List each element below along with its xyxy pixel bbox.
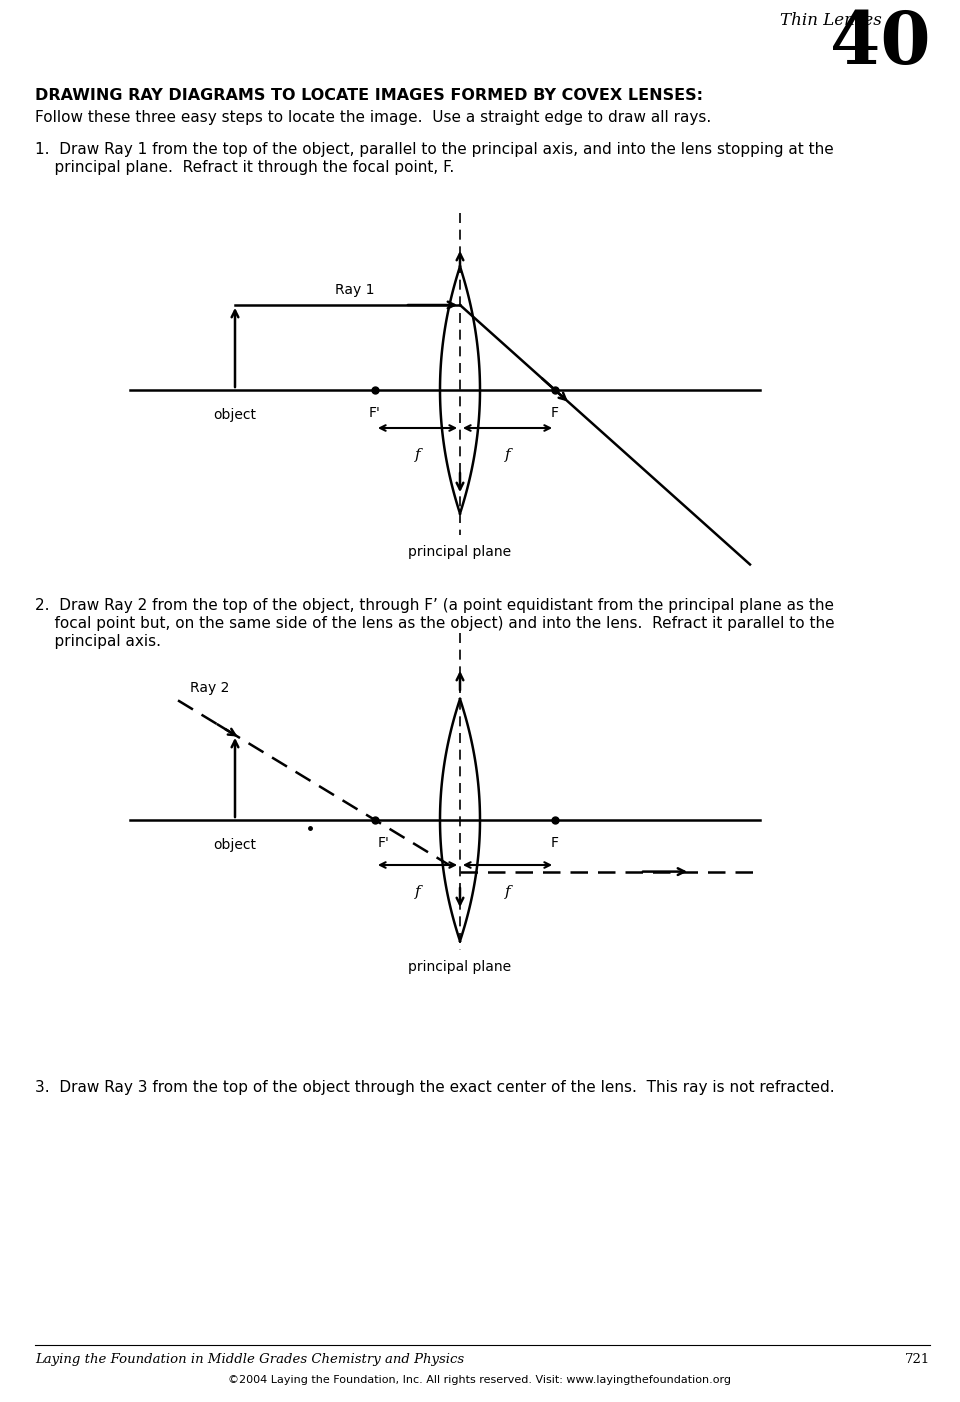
Text: f: f xyxy=(505,885,511,899)
Text: 40: 40 xyxy=(829,8,930,79)
Text: f: f xyxy=(415,885,420,899)
Text: f: f xyxy=(415,449,420,463)
Text: Laying the Foundation in Middle Grades Chemistry and Physics: Laying the Foundation in Middle Grades C… xyxy=(35,1353,464,1366)
Text: F': F' xyxy=(378,836,390,850)
Text: F: F xyxy=(551,407,559,421)
Text: 3.  Draw Ray 3 from the top of the object through the exact center of the lens. : 3. Draw Ray 3 from the top of the object… xyxy=(35,1080,834,1095)
Text: 1.  Draw Ray 1 from the top of the object, parallel to the principal axis, and i: 1. Draw Ray 1 from the top of the object… xyxy=(35,142,833,157)
Text: F': F' xyxy=(369,407,381,421)
Text: principal plane: principal plane xyxy=(408,545,512,559)
Text: principal plane.  Refract it through the focal point, F.: principal plane. Refract it through the … xyxy=(35,160,454,175)
Text: f: f xyxy=(505,449,511,463)
Text: Ray 1: Ray 1 xyxy=(335,283,374,297)
Text: DRAWING RAY DIAGRAMS TO LOCATE IMAGES FORMED BY COVEX LENSES:: DRAWING RAY DIAGRAMS TO LOCATE IMAGES FO… xyxy=(35,88,703,102)
Text: Ray 2: Ray 2 xyxy=(190,681,229,695)
Text: principal plane: principal plane xyxy=(408,960,512,974)
Text: 721: 721 xyxy=(904,1353,930,1366)
Text: principal axis.: principal axis. xyxy=(35,634,161,649)
Text: Follow these three easy steps to locate the image.  Use a straight edge to draw : Follow these three easy steps to locate … xyxy=(35,109,711,125)
Text: ©2004 Laying the Foundation, Inc. All rights reserved. Visit: www.layingthefound: ©2004 Laying the Foundation, Inc. All ri… xyxy=(228,1375,732,1385)
Text: focal point but, on the same side of the lens as the object) and into the lens. : focal point but, on the same side of the… xyxy=(35,615,834,631)
Text: object: object xyxy=(213,408,256,422)
Text: 2.  Draw Ray 2 from the top of the object, through F’ (a point equidistant from : 2. Draw Ray 2 from the top of the object… xyxy=(35,599,834,613)
Text: object: object xyxy=(213,838,256,852)
Text: Thin Lenses: Thin Lenses xyxy=(780,13,881,29)
Text: F: F xyxy=(551,836,559,850)
